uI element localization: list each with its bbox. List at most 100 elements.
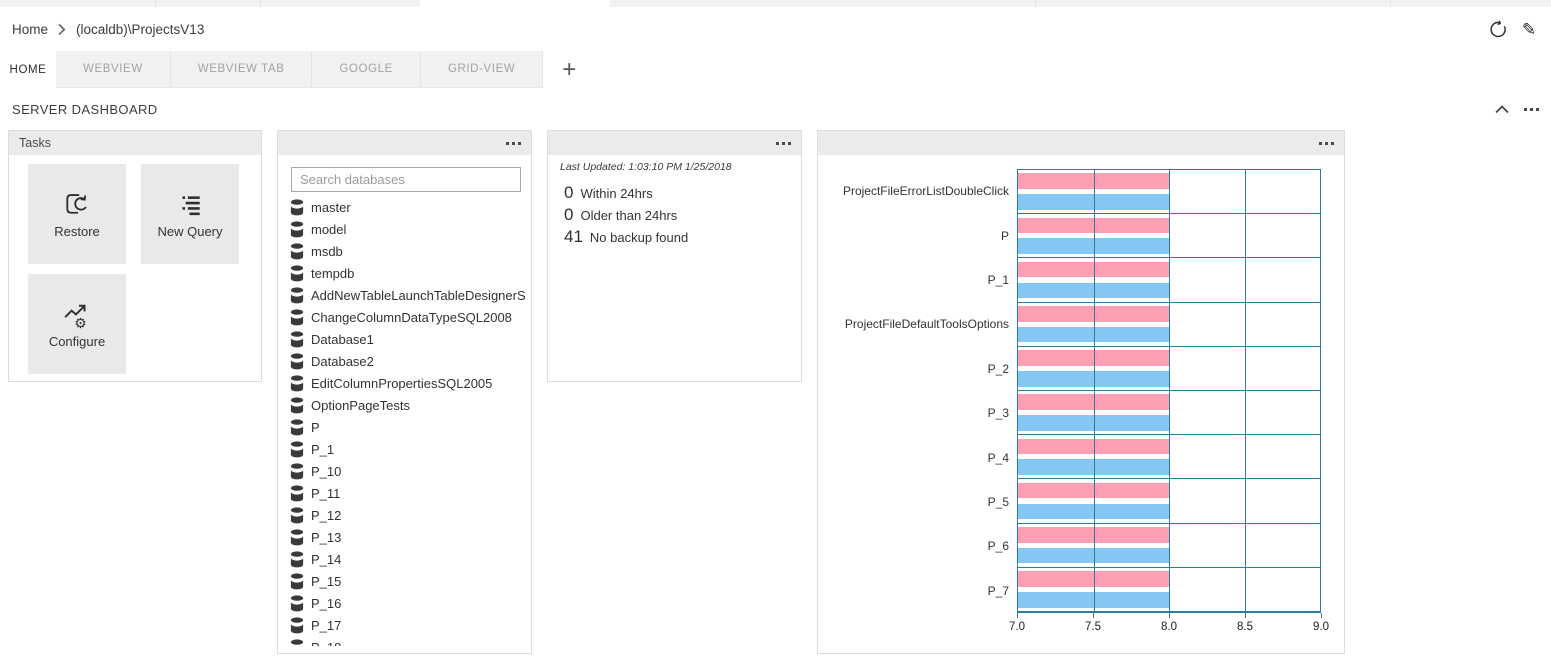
database-name: AddNewTableLaunchTableDesignerS <box>311 287 526 303</box>
tasks-widget-title: Tasks <box>19 136 51 150</box>
dashboard-ellipsis-icon[interactable] <box>1524 107 1539 111</box>
search-databases-input[interactable] <box>291 167 521 192</box>
tasks-widget: Tasks Restore New Query ⚙ Configure <box>8 130 262 382</box>
database-icon <box>290 528 304 546</box>
chart-axis-tick-label: 8.5 <box>1237 621 1253 633</box>
chart-category-label: P <box>1000 228 1009 243</box>
chart-bar-series-pink <box>1018 394 1169 411</box>
database-icon <box>290 594 304 612</box>
chart-bar-series-blue <box>1018 547 1169 564</box>
last-updated-text: Last Updated: 1:03:10 PM 1/25/2018 <box>560 161 732 173</box>
bar-chart: ProjectFileErrorListDoubleClick P P_1 Proje… <box>818 155 1344 653</box>
database-icon <box>290 308 304 326</box>
edit-pencil-icon[interactable]: ✎ <box>1521 19 1537 39</box>
database-item-p_12[interactable]: P_12 <box>278 504 531 526</box>
backup-stat-row: 0 Within 24hrs <box>564 183 688 205</box>
tab-webview-tab[interactable]: WEBVIEW TAB <box>170 51 313 88</box>
chart-bar-series-pink <box>1018 527 1169 543</box>
database-icon <box>290 198 304 216</box>
chart-bar-series-blue <box>1018 592 1169 608</box>
refresh-icon[interactable] <box>1487 19 1507 39</box>
tab-home[interactable]: HOME <box>0 51 56 88</box>
chart-bar-series-pink <box>1018 261 1169 278</box>
new-query-button[interactable]: New Query <box>141 164 239 264</box>
database-item-msdb[interactable]: msdb <box>278 240 531 262</box>
restore-icon <box>62 190 92 220</box>
chart-bar-series-blue <box>1018 194 1169 210</box>
task-label: Restore <box>54 223 100 239</box>
chart-plot-area <box>1017 169 1321 613</box>
database-icon <box>290 572 304 590</box>
chart-category-label: P_1 <box>987 273 1009 288</box>
database-icon <box>290 506 304 524</box>
chart-category-label: P_4 <box>987 450 1009 465</box>
configure-icon: ⚙ <box>62 300 92 330</box>
svg-text:⚙: ⚙ <box>74 314 87 328</box>
database-item-p_1[interactable]: P_1 <box>278 438 531 460</box>
chart-row <box>1018 391 1320 436</box>
database-name: Database1 <box>311 331 374 347</box>
database-item-p_10[interactable]: P_10 <box>278 460 531 482</box>
chevron-right-icon <box>58 23 66 36</box>
databases-widget-ellipsis-icon[interactable] <box>506 141 521 145</box>
backup-stats: 0 Within 24hrs 0 Older than 24hrs 41 No backu… <box>564 183 688 249</box>
chart-category-label: ProjectFileDefaultToolsOptions <box>844 317 1009 332</box>
chart-bar-series-blue <box>1018 282 1169 299</box>
chart-category-label: P_3 <box>987 406 1009 421</box>
breadcrumb-server: (localdb)\ProjectsV13 <box>76 21 205 37</box>
database-item-p_17[interactable]: P_17 <box>278 614 531 636</box>
database-icon <box>290 330 304 348</box>
tab-grid-view[interactable]: GRID-VIEW <box>420 51 544 88</box>
database-name: P_11 <box>311 485 341 501</box>
database-item-editcolumnpropertiessql2005[interactable]: EditColumnPropertiesSQL2005 <box>278 372 531 394</box>
database-icon <box>290 418 304 436</box>
chart-bar-series-pink <box>1018 482 1169 499</box>
database-item-database1[interactable]: Database1 <box>278 328 531 350</box>
collapse-chevron-up-icon[interactable] <box>1492 99 1512 119</box>
database-item-database2[interactable]: Database2 <box>278 350 531 372</box>
database-item-p_13[interactable]: P_13 <box>278 526 531 548</box>
database-item-addnewtablelaunchtabledesigners[interactable]: AddNewTableLaunchTableDesignerS <box>278 284 531 306</box>
tab-strip: HOME WEBVIEW WEBVIEW TAB GOOGLE GRID-VIEW + <box>0 51 1551 88</box>
database-item-master[interactable]: master <box>278 196 531 218</box>
restore-button[interactable]: Restore <box>28 164 126 264</box>
database-item-optionpagetests[interactable]: OptionPageTests <box>278 394 531 416</box>
database-item-p_18[interactable]: P_18 <box>278 636 531 646</box>
chart-widget: ProjectFileErrorListDoubleClick P P_1 Proje… <box>817 130 1345 654</box>
database-icon <box>290 550 304 568</box>
database-item-p_15[interactable]: P_15 <box>278 570 531 592</box>
chart-widget-ellipsis-icon[interactable] <box>1319 141 1334 145</box>
database-name: model <box>311 221 347 237</box>
backup-widget-ellipsis-icon[interactable] <box>776 141 791 145</box>
stat-value: 0 <box>564 205 574 224</box>
databases-widget: master model msdb tempdb AddNewTableLaunchTa… <box>277 130 532 654</box>
chart-bar-series-blue <box>1018 503 1169 520</box>
stat-label: No backup found <box>589 230 689 245</box>
database-item-p_14[interactable]: P_14 <box>278 548 531 570</box>
database-item-changecolumndatatypesql2008[interactable]: ChangeColumnDataTypeSQL2008 <box>278 306 531 328</box>
database-name: P_16 <box>311 595 342 611</box>
database-item-tempdb[interactable]: tempdb <box>278 262 531 284</box>
database-name: EditColumnPropertiesSQL2005 <box>311 375 493 391</box>
configure-button[interactable]: ⚙ Configure <box>28 274 126 374</box>
chart-bar-series-pink <box>1018 173 1169 189</box>
backup-widget-header <box>548 131 801 155</box>
chart-axis-tick <box>1017 613 1018 618</box>
tab-google[interactable]: GOOGLE <box>312 51 421 88</box>
database-item-p[interactable]: P <box>278 416 531 438</box>
database-item-model[interactable]: model <box>278 218 531 240</box>
chart-bar-series-blue <box>1018 326 1169 343</box>
window-top-strip <box>0 0 1551 7</box>
database-name: P_13 <box>311 529 342 545</box>
database-item-p_11[interactable]: P_11 <box>278 482 531 504</box>
add-tab-button[interactable]: + <box>562 55 577 83</box>
database-name: msdb <box>311 243 343 259</box>
dashboard-header: SERVER DASHBOARD <box>0 88 1551 130</box>
chart-widget-header <box>818 131 1344 155</box>
breadcrumb-home[interactable]: Home <box>12 21 49 37</box>
database-list: master model msdb tempdb AddNewTableLaunchTa… <box>278 196 531 646</box>
tab-webview[interactable]: WEBVIEW <box>56 51 171 88</box>
database-name: P_15 <box>311 573 342 589</box>
database-item-p_16[interactable]: P_16 <box>278 592 531 614</box>
chart-bar-series-blue <box>1018 371 1169 387</box>
